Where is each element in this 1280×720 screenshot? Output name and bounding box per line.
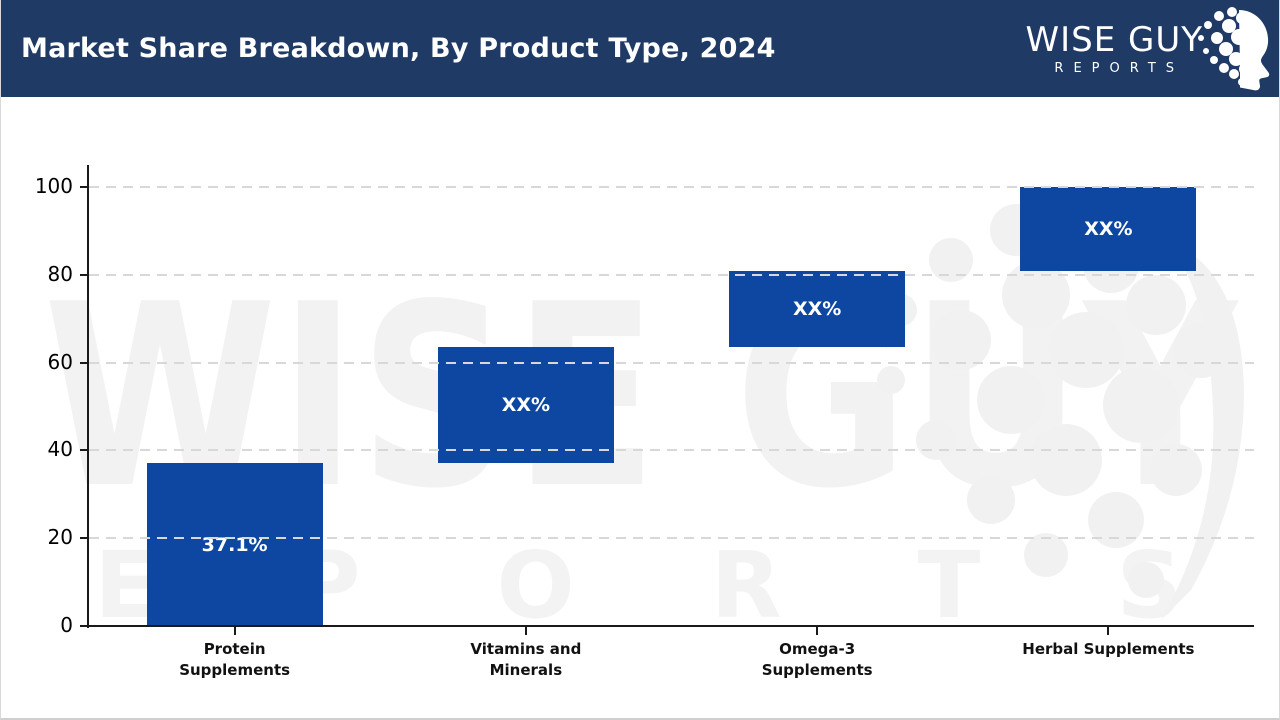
x-axis-category-label: Protein Supplements [89, 639, 380, 681]
logo-subtext: REPORTS [1054, 61, 1185, 76]
x-axis-category-label: Vitamins and Minerals [380, 639, 671, 681]
logo-wordmark: WISE GUY [1025, 20, 1203, 60]
y-axis-tick-label: 20 [47, 525, 73, 550]
bar-value-label: XX% [1084, 217, 1133, 240]
x-axis-tick [816, 627, 819, 635]
y-axis-tick-label: 0 [60, 613, 73, 637]
y-axis-tick-label: 40 [47, 437, 73, 462]
gridline [89, 273, 1254, 276]
y-axis-tick [80, 361, 88, 364]
bar-value-label: XX% [792, 298, 842, 321]
bar-herbal-supplements: XX% [1020, 187, 1197, 271]
bar-vitamins-and-minerals: XX% [437, 347, 614, 464]
x-axis-tick [524, 627, 527, 635]
header-bar: Market Share Breakdown, By Product Type,… [1, 0, 1279, 97]
x-axis-category-label: Herbal Supplements [963, 639, 1254, 660]
page-title: Market Share Breakdown, By Product Type,… [21, 33, 776, 64]
gridline [89, 361, 1254, 364]
bar-omega-3-supplements: XX% [729, 270, 906, 348]
category-label-line: Herbal Supplements [1022, 640, 1195, 658]
category-label-line: Minerals [489, 661, 563, 679]
x-axis-category-label: Omega-3 Supplements [672, 639, 963, 681]
y-axis-tick-label: 80 [47, 261, 73, 286]
category-label-line: Vitamins and [470, 640, 582, 658]
x-axis-line [87, 625, 1254, 627]
y-axis-tick [80, 449, 88, 452]
bar-value-label: XX% [501, 394, 551, 417]
y-axis-tick [80, 625, 88, 627]
x-axis-tick [233, 627, 236, 635]
logo-face-icon [1198, 7, 1270, 91]
gridline [89, 537, 1254, 540]
y-axis-line [87, 165, 89, 628]
gridline [89, 186, 1254, 188]
category-label-line: Protein [203, 640, 266, 658]
y-axis-tick [80, 273, 88, 276]
category-label-line: Supplements [179, 661, 291, 679]
category-label-line: Supplements [761, 661, 873, 679]
y-axis-tick-label: 100 [34, 174, 73, 198]
category-label-line: Omega-3 [779, 640, 856, 658]
x-axis-tick [1107, 627, 1110, 635]
y-axis-tick [80, 537, 88, 540]
bar-protein-supplements: 37.1% [146, 463, 323, 626]
y-axis-tick [80, 186, 88, 188]
gridline [89, 449, 1254, 452]
wiseguy-logo: WISE GUY REPORTS [1025, 6, 1271, 92]
y-axis-tick-label: 60 [47, 349, 73, 374]
logo-text: WISE GUY REPORTS [1025, 22, 1203, 76]
